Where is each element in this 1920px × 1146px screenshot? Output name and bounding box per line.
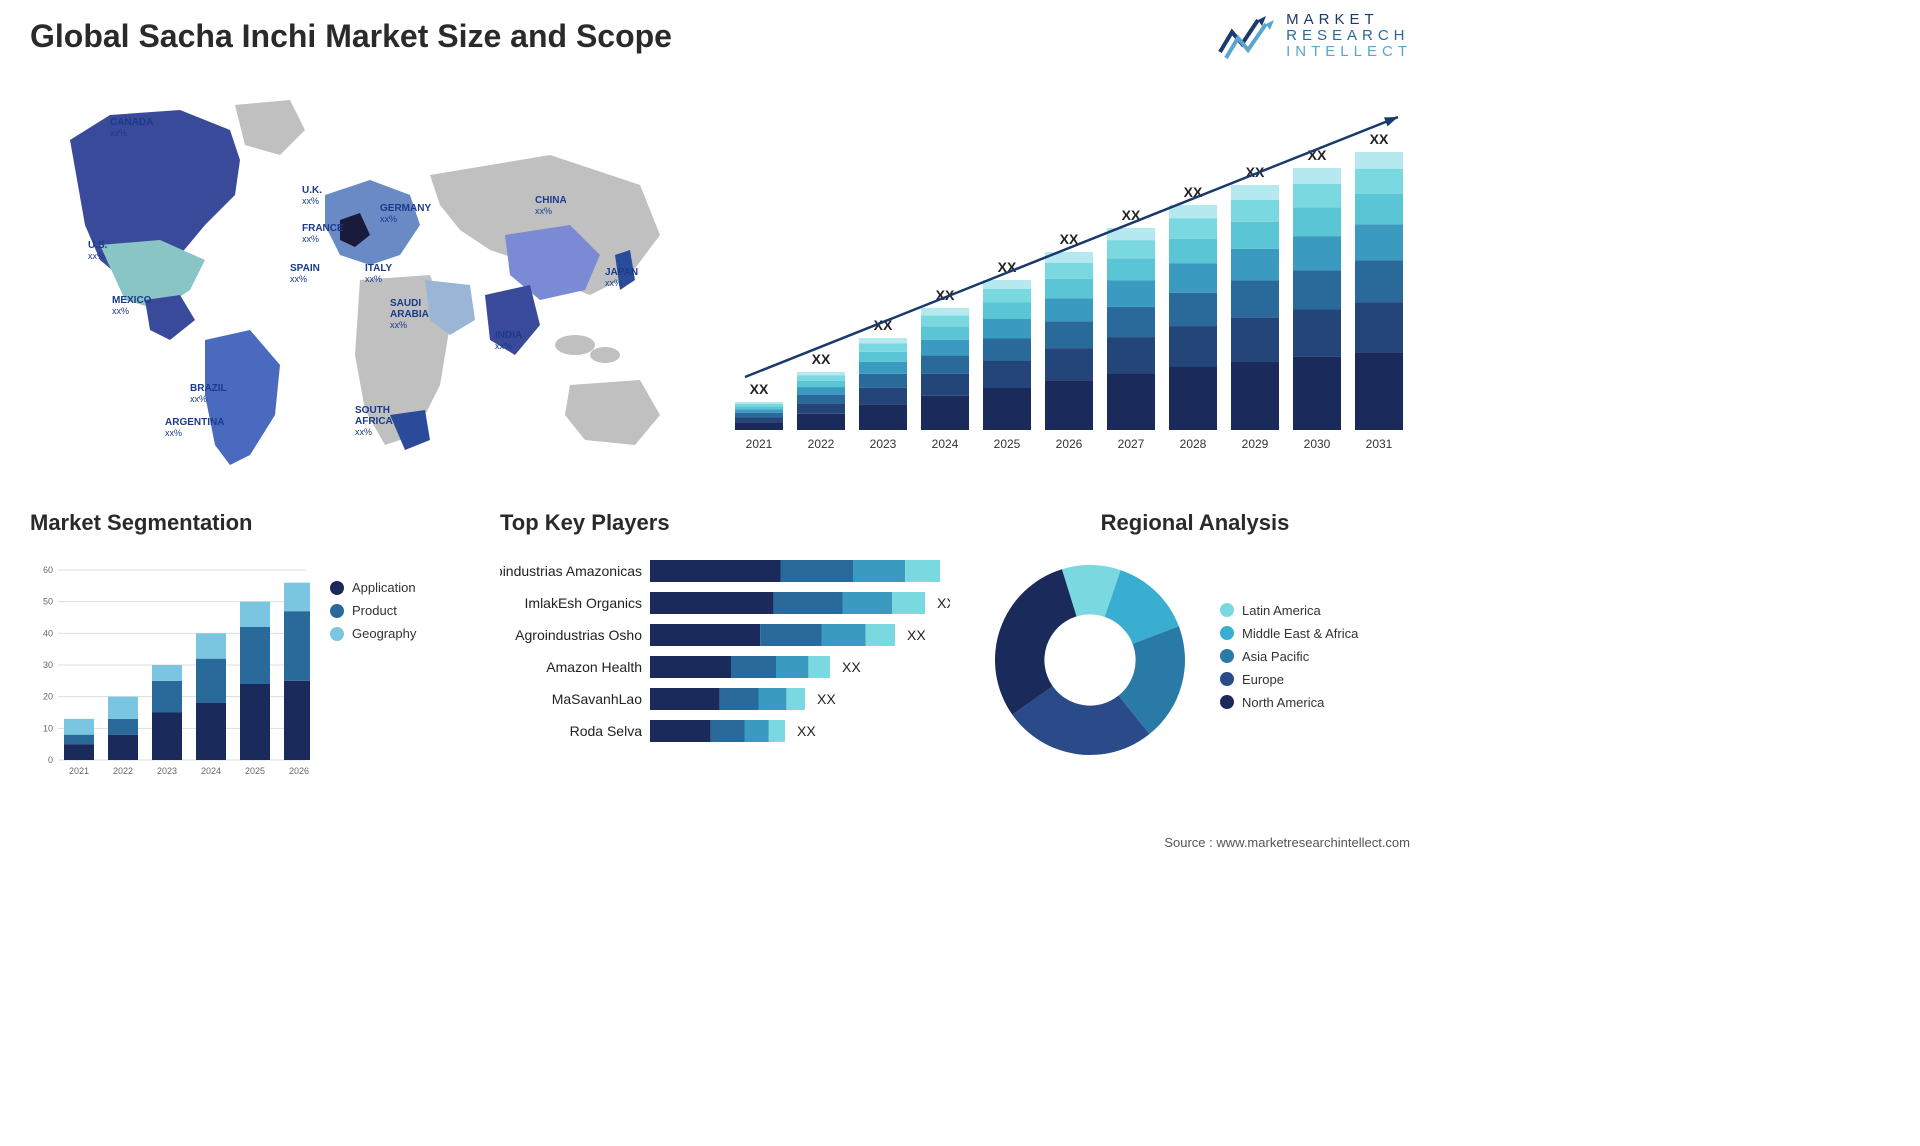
source-text: Source : www.marketresearchintellect.com <box>1164 835 1410 850</box>
map-label: CHINAxx% <box>535 195 567 217</box>
svg-text:2031: 2031 <box>1366 437 1393 451</box>
svg-text:2026: 2026 <box>289 766 309 776</box>
svg-text:2023: 2023 <box>157 766 177 776</box>
svg-text:0: 0 <box>48 755 53 765</box>
logo-line3: INTELLECT <box>1286 44 1412 60</box>
regional-legend: Latin America Middle East & Africa Asia Pa… <box>1220 603 1358 718</box>
map-label: ITALYxx% <box>365 263 392 285</box>
legend-item: Latin America <box>1220 603 1358 618</box>
map-label: U.S.xx% <box>88 240 107 262</box>
map-label: MEXICOxx% <box>112 295 151 317</box>
svg-text:XX: XX <box>907 627 926 643</box>
svg-text:Roda Selva: Roda Selva <box>570 723 643 739</box>
svg-text:ImlakEsh Organics: ImlakEsh Organics <box>525 595 642 611</box>
svg-text:2021: 2021 <box>69 766 89 776</box>
map-label: BRAZILxx% <box>190 383 227 405</box>
svg-text:Agroindustrias Osho: Agroindustrias Osho <box>515 627 642 643</box>
svg-text:30: 30 <box>43 660 53 670</box>
map-label: FRANCExx% <box>302 223 344 245</box>
svg-text:2021: 2021 <box>746 437 773 451</box>
key-players-chart: Agroindustrias Amazonicas XX ImlakEsh Orga… <box>500 550 950 790</box>
svg-text:XX: XX <box>817 691 836 707</box>
forecast-chart: 2021XX2022XX2023XX2024XX2025XX2026XX2027… <box>730 90 1410 465</box>
map-label: CANADAxx% <box>110 117 153 139</box>
world-map: CANADAxx% U.S.xx% MEXICOxx% BRAZILxx% ARGENT… <box>30 85 690 475</box>
logo-icon <box>1218 10 1276 62</box>
regional-section: Regional Analysis Latin America Middle Ea… <box>980 510 1410 770</box>
map-label: ARGENTINAxx% <box>165 417 224 439</box>
regional-title: Regional Analysis <box>980 510 1410 536</box>
legend-item: North America <box>1220 695 1358 710</box>
legend-item: Application <box>330 580 416 595</box>
map-label: SOUTHAFRICAxx% <box>355 405 393 438</box>
map-label: SPAINxx% <box>290 263 320 285</box>
legend-item: Product <box>330 603 416 618</box>
key-players-section: Top Key Players Agroindustrias Amazonica… <box>500 510 950 795</box>
svg-text:XX: XX <box>842 659 861 675</box>
brand-logo: MARKET RESEARCH INTELLECT <box>1218 10 1412 62</box>
svg-text:XX: XX <box>1370 131 1389 147</box>
svg-text:2022: 2022 <box>113 766 133 776</box>
page-title: Global Sacha Inchi Market Size and Scope <box>30 18 672 55</box>
svg-text:60: 60 <box>43 565 53 575</box>
legend-item: Europe <box>1220 672 1358 687</box>
svg-text:2030: 2030 <box>1304 437 1331 451</box>
segmentation-title: Market Segmentation <box>30 510 450 536</box>
svg-text:2024: 2024 <box>932 437 959 451</box>
svg-text:2026: 2026 <box>1056 437 1083 451</box>
legend-item: Geography <box>330 626 416 641</box>
regional-donut <box>980 550 1200 770</box>
key-players-title: Top Key Players <box>500 510 950 536</box>
legend-item: Asia Pacific <box>1220 649 1358 664</box>
logo-line1: MARKET <box>1286 12 1412 28</box>
svg-text:XX: XX <box>750 381 769 397</box>
map-label: JAPANxx% <box>605 267 638 289</box>
svg-text:2022: 2022 <box>808 437 835 451</box>
svg-text:2029: 2029 <box>1242 437 1269 451</box>
svg-text:XX: XX <box>812 351 831 367</box>
logo-line2: RESEARCH <box>1286 28 1412 44</box>
svg-text:50: 50 <box>43 597 53 607</box>
svg-text:2024: 2024 <box>201 766 221 776</box>
svg-text:2025: 2025 <box>994 437 1021 451</box>
svg-text:Agroindustrias Amazonicas: Agroindustrias Amazonicas <box>500 563 642 579</box>
svg-text:20: 20 <box>43 692 53 702</box>
svg-text:10: 10 <box>43 723 53 733</box>
map-label: SAUDIARABIAxx% <box>390 298 429 331</box>
svg-text:2027: 2027 <box>1118 437 1145 451</box>
legend-item: Middle East & Africa <box>1220 626 1358 641</box>
segmentation-chart: 0 10 20 30 40 50 60 2021 2022 2023 2024 2025 2026 <box>30 550 310 790</box>
svg-text:Amazon Health: Amazon Health <box>546 659 642 675</box>
svg-text:2025: 2025 <box>245 766 265 776</box>
svg-text:40: 40 <box>43 628 53 638</box>
svg-text:2023: 2023 <box>870 437 897 451</box>
map-label: U.K.xx% <box>302 185 322 207</box>
svg-text:XX: XX <box>937 595 950 611</box>
svg-text:XX: XX <box>797 723 816 739</box>
segmentation-section: Market Segmentation 0 10 20 30 40 50 60 2021 202… <box>30 510 450 790</box>
segmentation-legend: Application Product Geography <box>330 550 416 790</box>
svg-text:MaSavanhLao: MaSavanhLao <box>552 691 643 707</box>
map-label: GERMANYxx% <box>380 203 431 225</box>
map-label: INDIAxx% <box>495 330 522 352</box>
svg-text:2028: 2028 <box>1180 437 1207 451</box>
